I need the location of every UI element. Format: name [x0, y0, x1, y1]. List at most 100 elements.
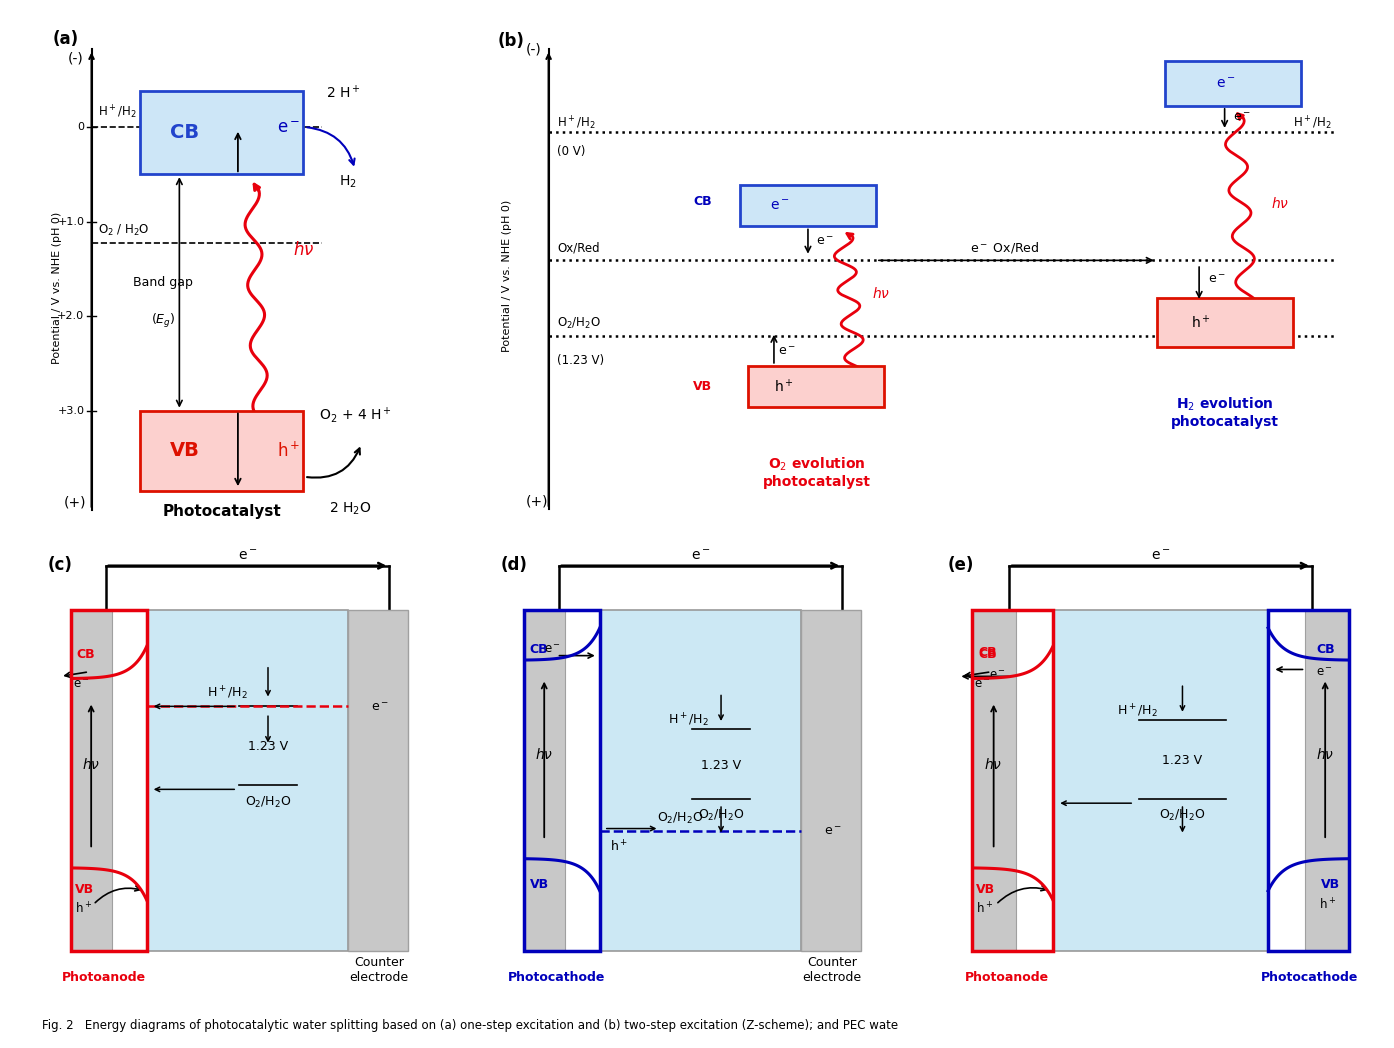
Text: (d): (d) — [500, 556, 528, 574]
Text: +2.0: +2.0 — [57, 311, 85, 321]
Bar — [599, 610, 802, 951]
Text: $h\nu$: $h\nu$ — [82, 757, 100, 771]
Text: e$^-$: e$^-$ — [237, 549, 258, 563]
Text: h$^+$: h$^+$ — [611, 839, 629, 854]
Text: 1.23 V: 1.23 V — [1163, 754, 1203, 767]
Text: Photocathode: Photocathode — [507, 970, 605, 984]
Text: 2 H$^+$: 2 H$^+$ — [326, 84, 361, 102]
Text: +1.0: +1.0 — [57, 217, 85, 226]
Text: VB: VB — [1320, 878, 1340, 892]
Text: e$^-$ Ox/Red: e$^-$ Ox/Red — [970, 240, 1039, 255]
Text: Fig. 2   Energy diagrams of photocatalytic water splitting based on (a) one-step: Fig. 2 Energy diagrams of photocatalytic… — [42, 1020, 898, 1032]
Bar — [1305, 610, 1349, 951]
Text: e$^-$: e$^-$ — [817, 236, 835, 248]
Text: e$^-$: e$^-$ — [1234, 111, 1250, 124]
Text: ($E_g$): ($E_g$) — [151, 311, 176, 330]
Text: CB: CB — [530, 643, 548, 656]
Bar — [524, 610, 599, 951]
Bar — [348, 610, 408, 951]
Bar — [972, 610, 1052, 951]
Bar — [740, 185, 875, 226]
Text: (-): (-) — [526, 42, 541, 57]
Text: Counter
electrode: Counter electrode — [803, 956, 861, 984]
Text: e$^-$: e$^-$ — [544, 643, 562, 656]
Text: Band gap: Band gap — [134, 277, 192, 289]
Text: CB: CB — [979, 648, 997, 661]
Text: VB: VB — [170, 441, 199, 460]
Text: $h\nu$: $h\nu$ — [1271, 196, 1289, 211]
Text: e$^-$: e$^-$ — [1150, 549, 1171, 563]
Text: H$^+$/H$_2$: H$^+$/H$_2$ — [206, 684, 247, 701]
Text: e$^-$: e$^-$ — [778, 345, 796, 357]
Text: (0 V): (0 V) — [558, 145, 585, 158]
Text: (+): (+) — [64, 496, 86, 509]
Text: $h\nu$: $h\nu$ — [984, 757, 1002, 771]
Text: Photocatalyst: Photocatalyst — [162, 504, 282, 519]
Bar — [71, 610, 146, 951]
Text: (b): (b) — [498, 31, 524, 49]
Text: CB: CB — [693, 196, 712, 209]
Text: Potential / V vs. NHE (pH 0): Potential / V vs. NHE (pH 0) — [52, 212, 63, 364]
Bar — [1269, 610, 1349, 951]
Text: e$^-$: e$^-$ — [690, 549, 711, 563]
Text: H$^+$/H$_2$: H$^+$/H$_2$ — [98, 104, 137, 122]
Text: H$_2$: H$_2$ — [339, 174, 357, 190]
Text: Photoanode: Photoanode — [965, 970, 1048, 984]
Text: e$^-$: e$^-$ — [769, 199, 789, 213]
Bar — [524, 610, 566, 951]
Text: CB: CB — [1316, 643, 1335, 656]
Text: (+): (+) — [526, 495, 548, 508]
Text: h$^+$: h$^+$ — [75, 901, 92, 917]
Text: O$_2$ evolution
photocatalyst: O$_2$ evolution photocatalyst — [763, 456, 870, 489]
Text: O$_2$ + 4 H$^+$: O$_2$ + 4 H$^+$ — [319, 406, 392, 425]
Text: Photocathode: Photocathode — [1262, 970, 1359, 984]
Text: $h\nu$: $h\nu$ — [1316, 747, 1334, 762]
Text: +3.0: +3.0 — [57, 406, 85, 416]
Text: VB: VB — [976, 883, 995, 896]
Text: CB: CB — [979, 646, 997, 658]
Text: H$_2$ evolution
photocatalyst: H$_2$ evolution photocatalyst — [1171, 395, 1278, 429]
Text: e$^-$: e$^-$ — [1316, 667, 1334, 679]
Text: Potential / V vs. NHE (pH 0): Potential / V vs. NHE (pH 0) — [502, 199, 512, 351]
Text: O$_2$/H$_2$O: O$_2$/H$_2$O — [1160, 808, 1206, 824]
Text: (e): (e) — [948, 556, 974, 574]
Text: 0: 0 — [78, 122, 85, 132]
Text: CB: CB — [170, 124, 199, 143]
Text: (c): (c) — [47, 556, 72, 574]
Text: e$^-$: e$^-$ — [1207, 272, 1225, 286]
Bar — [1052, 610, 1269, 951]
Text: O$_2$/H$_2$O: O$_2$/H$_2$O — [657, 811, 703, 826]
Text: h$^+$: h$^+$ — [976, 901, 994, 917]
Text: 1.23 V: 1.23 V — [248, 740, 289, 754]
Text: e$^-$: e$^-$ — [277, 118, 300, 137]
Text: Ox/Red: Ox/Red — [558, 241, 599, 255]
Text: Photoanode: Photoanode — [61, 970, 145, 984]
Text: e$^-$: e$^-$ — [72, 678, 89, 691]
Text: H$^+$/H$_2$: H$^+$/H$_2$ — [558, 114, 595, 132]
Text: h$^+$: h$^+$ — [774, 378, 793, 395]
Text: h$^+$: h$^+$ — [277, 441, 301, 460]
Text: Counter
electrode: Counter electrode — [350, 956, 408, 984]
Text: e$^-$: e$^-$ — [974, 678, 991, 691]
Text: e$^-$: e$^-$ — [371, 701, 389, 714]
Bar — [146, 610, 348, 951]
Bar — [802, 610, 861, 951]
Text: VB: VB — [693, 380, 712, 393]
Text: O$_2$/H$_2$O: O$_2$/H$_2$O — [698, 808, 744, 824]
Bar — [749, 366, 885, 408]
Text: e$^-$: e$^-$ — [824, 826, 842, 838]
Text: e$^-$: e$^-$ — [990, 669, 1006, 681]
Text: (-): (-) — [67, 51, 84, 65]
Text: h$^+$: h$^+$ — [1190, 313, 1210, 331]
Text: h$^+$: h$^+$ — [1319, 897, 1335, 912]
Text: O$_2$ / H$_2$O: O$_2$ / H$_2$O — [98, 222, 149, 238]
Bar — [141, 411, 302, 490]
Text: $h\nu$: $h\nu$ — [293, 241, 315, 259]
Text: (1.23 V): (1.23 V) — [558, 354, 604, 367]
Text: 1.23 V: 1.23 V — [701, 759, 742, 771]
Text: H$^+$/H$_2$: H$^+$/H$_2$ — [668, 712, 708, 729]
Text: (a): (a) — [53, 29, 78, 48]
Text: O$_2$/H$_2$O: O$_2$/H$_2$O — [558, 315, 601, 331]
Text: O$_2$/H$_2$O: O$_2$/H$_2$O — [245, 794, 291, 810]
Text: VB: VB — [75, 883, 93, 896]
